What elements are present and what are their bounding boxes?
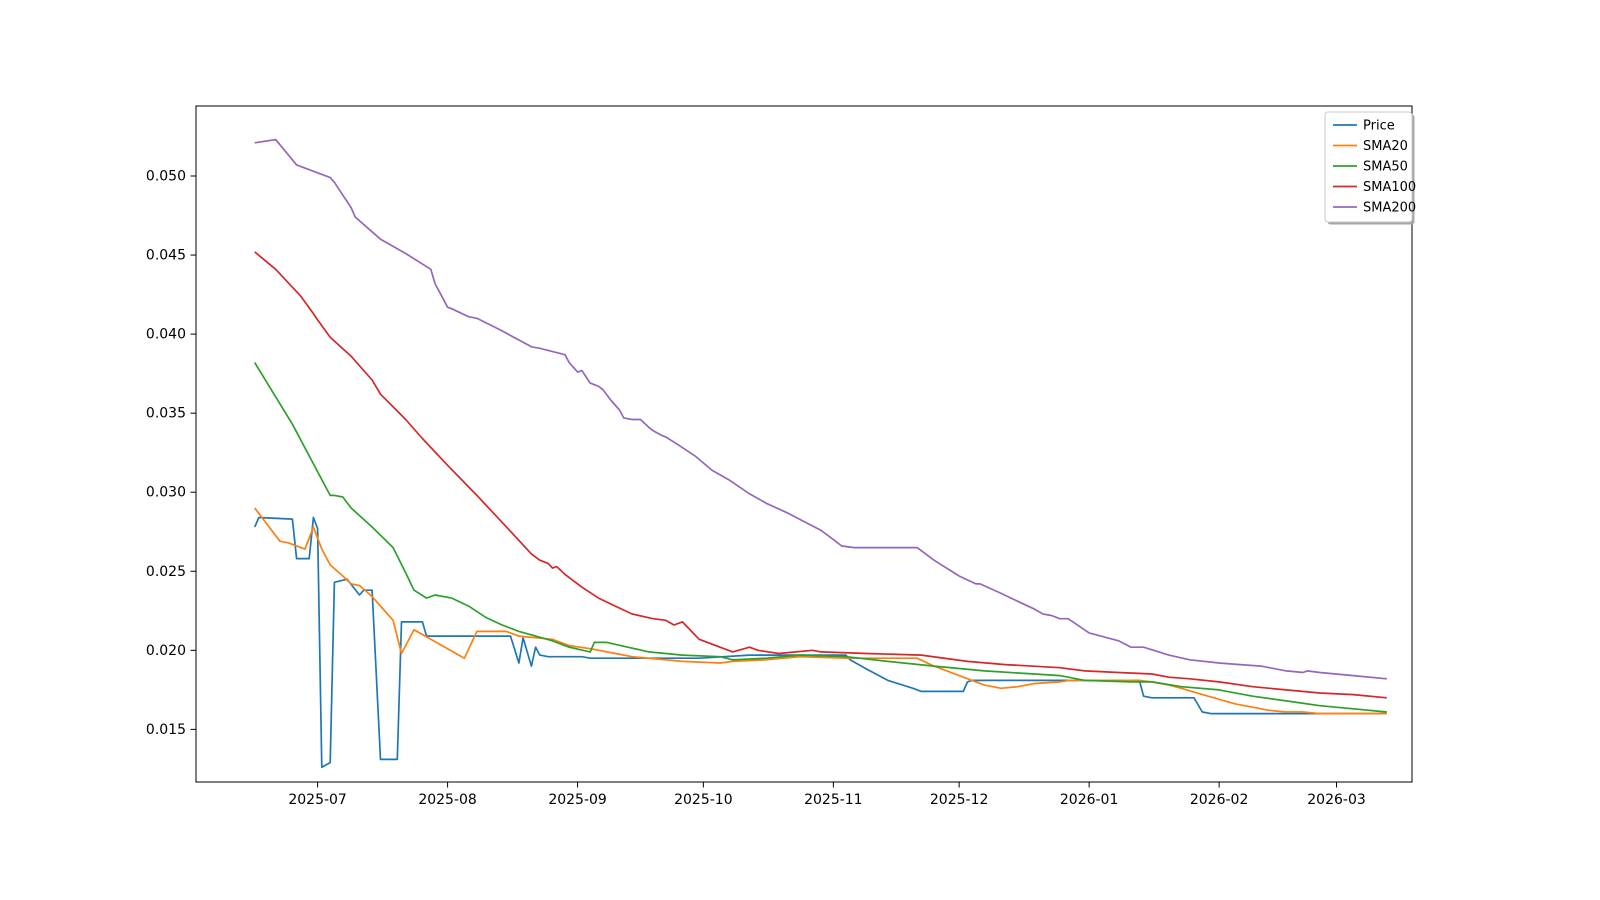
y-tick-label: 0.020 xyxy=(146,643,186,659)
x-tick-label: 2026-03 xyxy=(1307,792,1366,808)
legend-box xyxy=(1324,111,1413,223)
y-tick-label: 0.030 xyxy=(146,485,186,501)
legend-entry: SMA200 xyxy=(1333,201,1416,216)
legend-label: SMA200 xyxy=(1363,201,1416,216)
y-tick-label: 0.025 xyxy=(146,564,186,580)
x-tick-label: 2025-07 xyxy=(288,792,347,808)
legend-entry: Price xyxy=(1333,119,1395,134)
legend-label: SMA100 xyxy=(1363,180,1416,195)
series-line-price xyxy=(253,516,1387,769)
series-line-sma50 xyxy=(253,362,1387,713)
legend-label: SMA20 xyxy=(1363,139,1408,154)
series-line-sma20 xyxy=(254,507,1387,715)
y-tick-label: 0.035 xyxy=(146,406,186,422)
y-tick-label: 0.050 xyxy=(146,168,186,184)
legend-entry: SMA100 xyxy=(1333,180,1416,195)
x-tick-label: 2025-08 xyxy=(418,792,477,808)
x-tick-label: 2025-12 xyxy=(930,792,989,808)
x-tick-label: 2025-11 xyxy=(804,792,863,808)
x-tick-label: 2025-10 xyxy=(674,792,733,808)
series-line-sma100 xyxy=(254,251,1387,699)
y-tick-label: 0.015 xyxy=(146,722,186,738)
y-tick-label: 0.045 xyxy=(146,248,186,264)
x-tick-label: 2026-02 xyxy=(1190,792,1249,808)
x-tick-label: 2026-01 xyxy=(1060,792,1119,808)
legend-entry: SMA20 xyxy=(1333,139,1408,154)
y-tick-label: 0.040 xyxy=(146,327,186,343)
legend-label: SMA50 xyxy=(1363,160,1408,175)
series-line-sma200 xyxy=(254,138,1387,680)
x-tick-label: 2025-09 xyxy=(548,792,607,808)
legend-label: Price xyxy=(1363,119,1395,134)
legend-entry: SMA50 xyxy=(1333,160,1408,175)
legend: Price SMA20 SMA50 SMA100 SMA200 xyxy=(1324,111,1416,225)
plot-frame xyxy=(195,105,1413,783)
